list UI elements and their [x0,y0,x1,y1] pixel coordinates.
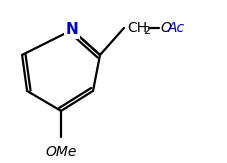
Text: O: O [160,21,171,35]
Text: CH: CH [127,21,147,35]
Text: Ac: Ac [168,21,185,35]
Text: OMe: OMe [45,145,77,159]
Text: N: N [66,22,78,37]
Text: 2: 2 [143,26,150,36]
